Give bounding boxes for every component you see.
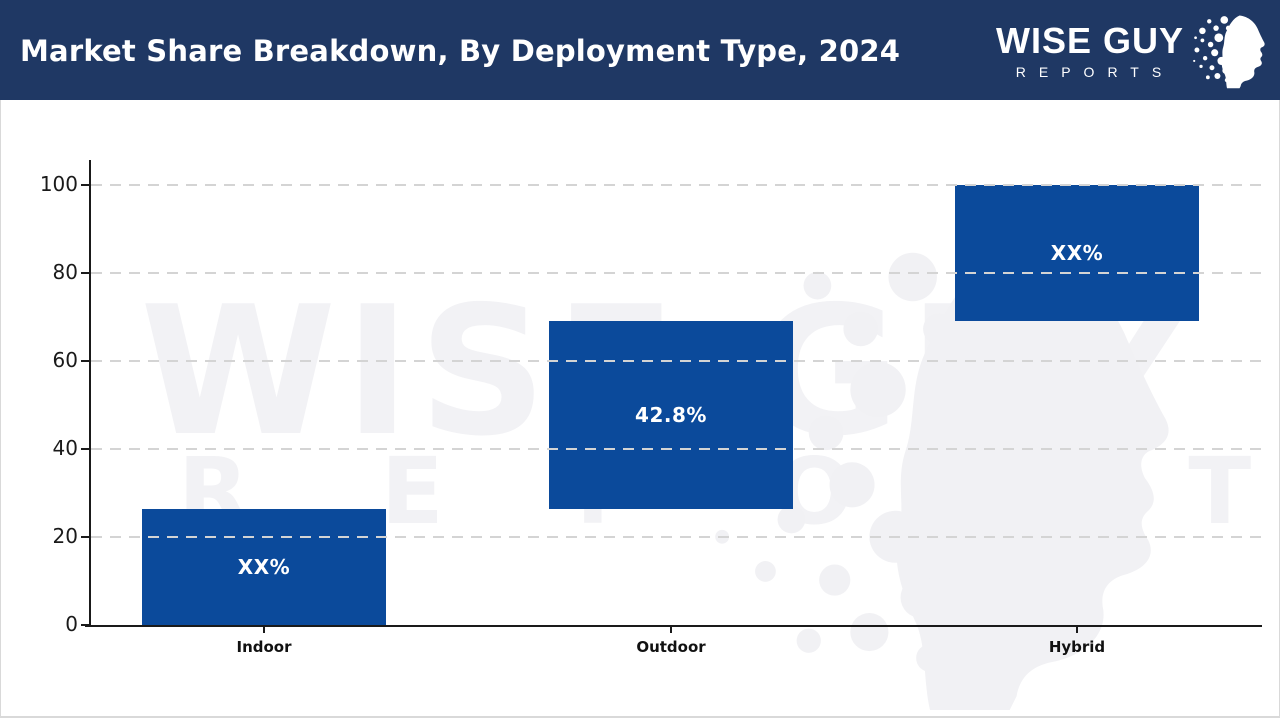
y-tick-mark: [81, 272, 89, 274]
page-title: Market Share Breakdown, By Deployment Ty…: [20, 34, 901, 68]
x-axis-line: [85, 625, 1262, 627]
category-label-indoor: Indoor: [236, 638, 292, 656]
y-tick-mark: [81, 448, 89, 450]
page-left-border: [0, 100, 1, 717]
report-header: Market Share Breakdown, By Deployment Ty…: [0, 0, 1280, 100]
bar-value-label: 42.8%: [635, 402, 707, 427]
x-tick-mark: [263, 627, 265, 633]
wise-guy-logo: WISE GUY REPORTS: [996, 0, 1268, 100]
gridline-40: [91, 448, 1262, 450]
bar-outdoor: 42.8%: [549, 320, 793, 509]
bar-hybrid: XX%: [955, 185, 1199, 321]
gridline-80: [91, 272, 1262, 274]
bar-indoor: XX%: [142, 508, 386, 625]
y-tick-mark: [81, 536, 89, 538]
gridline-20: [91, 536, 1262, 538]
gridline-60: [91, 360, 1262, 362]
logo-text: WISE GUY REPORTS: [996, 20, 1184, 80]
logo-face-icon: [1186, 5, 1268, 95]
y-tick-label: 60: [52, 348, 78, 372]
logo-wordmark: WISE GUY: [995, 20, 1184, 61]
y-tick-label: 20: [52, 524, 78, 548]
x-tick-mark: [670, 627, 672, 633]
logo-subtitle: REPORTS: [1015, 64, 1175, 80]
page-bottom-border: [0, 716, 1280, 718]
y-tick-label: 40: [52, 436, 78, 460]
y-axis-line: [89, 160, 91, 627]
category-label-hybrid: Hybrid: [1048, 638, 1106, 656]
bar-value-label: XX%: [237, 554, 291, 579]
category-label-outdoor: Outdoor: [636, 638, 706, 656]
y-tick-label: 0: [65, 612, 78, 636]
x-tick-mark: [1076, 627, 1078, 633]
y-tick-mark: [81, 184, 89, 186]
y-tick-label: 100: [39, 172, 78, 196]
y-tick-mark: [81, 360, 89, 362]
gridline-100: [91, 184, 1262, 186]
bar-value-label: XX%: [1050, 240, 1104, 265]
y-tick-label: 80: [52, 260, 78, 284]
